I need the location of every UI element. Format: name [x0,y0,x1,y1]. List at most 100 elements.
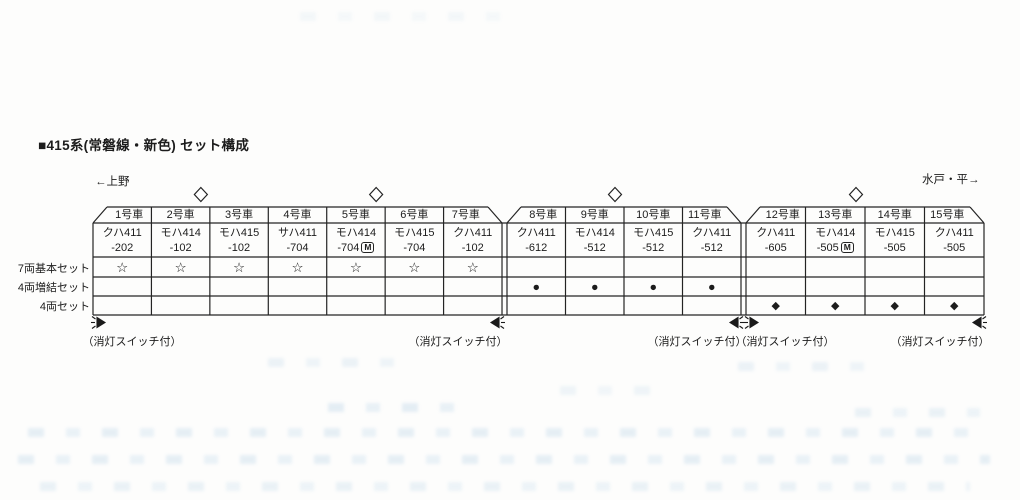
car-number-cell: 1号車 [115,209,144,221]
car-type-suffix: -512 [683,241,742,256]
headlight-icon [744,316,760,329]
scan-bleed-artifact [268,358,398,367]
light-switch-note: （消灯スイッチ付） [82,336,182,348]
car-type-cell: モハ414 -512 [566,226,625,255]
car-type-cell: クハ411 -512 [683,226,742,255]
pantograph-diamond-icon [193,186,209,203]
car-type-cell: モハ414 -704 M [327,226,385,255]
car-type-name: モハ414 [574,227,615,239]
car-type-suffix: -704 [385,241,443,256]
car-number-cell: 2号車 [166,209,195,221]
car-type-cell: サハ411 -704 [268,226,326,255]
car-suffix-text: -612 [525,241,548,254]
scan-bleed-artifact [328,403,468,412]
car-type-name: サハ411 [277,227,318,239]
car-number-cell: 5号車 [341,209,370,221]
set-marker: ☆ [408,260,421,275]
set-row-label-4car: 4両セット [39,301,90,313]
car-type-name: モハ414 [815,227,856,239]
scan-bleed-artifact [40,482,970,491]
scan-bleed-artifact [28,428,978,437]
car-suffix-text: -202 [111,241,134,254]
set-marker: ● [707,280,716,294]
car-type-cell: モハ414 -505 M [806,226,866,255]
car-type-suffix: -704 [268,241,326,256]
set-marker: ☆ [291,260,304,275]
car-type-name: クハ411 [756,227,796,239]
car-suffix-text: -102 [228,241,251,254]
car-suffix-text: -605 [764,241,787,254]
car-type-suffix: -505 [925,241,985,256]
light-switch-note: （消灯スイッチ付） [735,336,835,348]
light-switch-note: （消灯スイッチ付） [647,336,747,348]
car-number-cell: 3号車 [225,209,254,221]
scan-bleed-artifact [300,12,520,21]
car-type-name: クハ411 [516,227,556,239]
set-marker: ☆ [349,260,362,275]
car-number-cell: 6号車 [400,209,429,221]
set-marker: ☆ [233,260,246,275]
car-type-cell: クハ411 -202 [93,226,151,255]
car-number-cell: 14号車 [877,209,912,221]
car-suffix-text: -512 [700,241,723,254]
car-number-cell: 10号車 [636,209,671,221]
car-suffix-text: -704 [337,241,360,254]
car-type-suffix: -505 [865,241,925,256]
scan-bleed-artifact [855,408,980,417]
car-type-name: モハ414 [335,227,377,239]
car-type-name: モハ415 [218,227,260,239]
headlight-icon [489,316,506,329]
set-marker: ● [532,280,541,294]
car-type-suffix: -102 [151,241,209,256]
car-type-suffix: -202 [93,241,151,256]
car-suffix-text: -505 [883,241,906,254]
car-type-name: クハ411 [102,227,142,239]
car-type-cell: クハ411 -102 [444,226,502,255]
car-number-cell: 4号車 [283,209,312,221]
car-suffix-text: -704 [286,241,309,254]
page-title: ■415系(常磐線・新色) セット構成 [38,138,250,153]
car-type-suffix: -505 M [806,241,866,256]
pantograph-diamond-icon [368,186,384,203]
direction-label-ueno: ←上野 [95,176,130,188]
car-number-cell: 8号車 [529,209,558,221]
car-type-suffix: -704 M [327,241,385,256]
car-suffix-text: -102 [461,241,484,254]
headlight-icon [971,316,987,329]
car-type-suffix: -512 [566,241,625,256]
car-type-name: クハ411 [453,227,493,239]
car-type-suffix: -605 [746,241,806,256]
car-type-suffix: -512 [624,241,683,256]
light-switch-note: （消灯スイッチ付） [408,336,508,348]
motor-badge: M [361,241,375,253]
car-suffix-text: -512 [583,241,606,254]
car-type-cell: モハ415 -704 [385,226,443,255]
set-row-label-basic-7car: 7両基本セット [17,263,90,275]
set-marker: ● [649,280,658,294]
car-type-name: モハ414 [160,227,201,239]
set-marker: ● [590,280,599,294]
car-suffix-text: -505 [943,241,966,254]
car-type-cell: モハ415 -512 [624,226,683,255]
car-number-cell: 12号車 [765,209,800,221]
set-marker: ◆ [890,300,899,312]
car-number-cell: 13号車 [818,209,853,221]
motor-badge: M [840,241,854,253]
car-type-suffix: -612 [507,241,566,256]
direction-label-mito-taira: 水戸・平→ [922,174,980,186]
car-type-name: モハ415 [633,227,674,239]
car-type-cell: クハ411 -505 [925,226,985,255]
car-type-cell: モハ415 -505 [865,226,925,255]
car-suffix-text: -512 [642,241,665,254]
set-marker: ☆ [466,260,479,275]
set-row-label-addon-4car: 4両増結セット [17,282,90,294]
car-type-suffix: -102 [210,241,268,256]
headlight-icon [728,316,744,329]
set-marker: ◆ [771,300,780,312]
light-switch-note: （消灯スイッチ付） [890,336,990,348]
car-type-name: クハ411 [692,227,732,239]
car-type-cell: クハ411 -612 [507,226,566,255]
pantograph-diamond-icon [848,186,864,203]
car-number-cell: 7号車 [451,209,480,221]
